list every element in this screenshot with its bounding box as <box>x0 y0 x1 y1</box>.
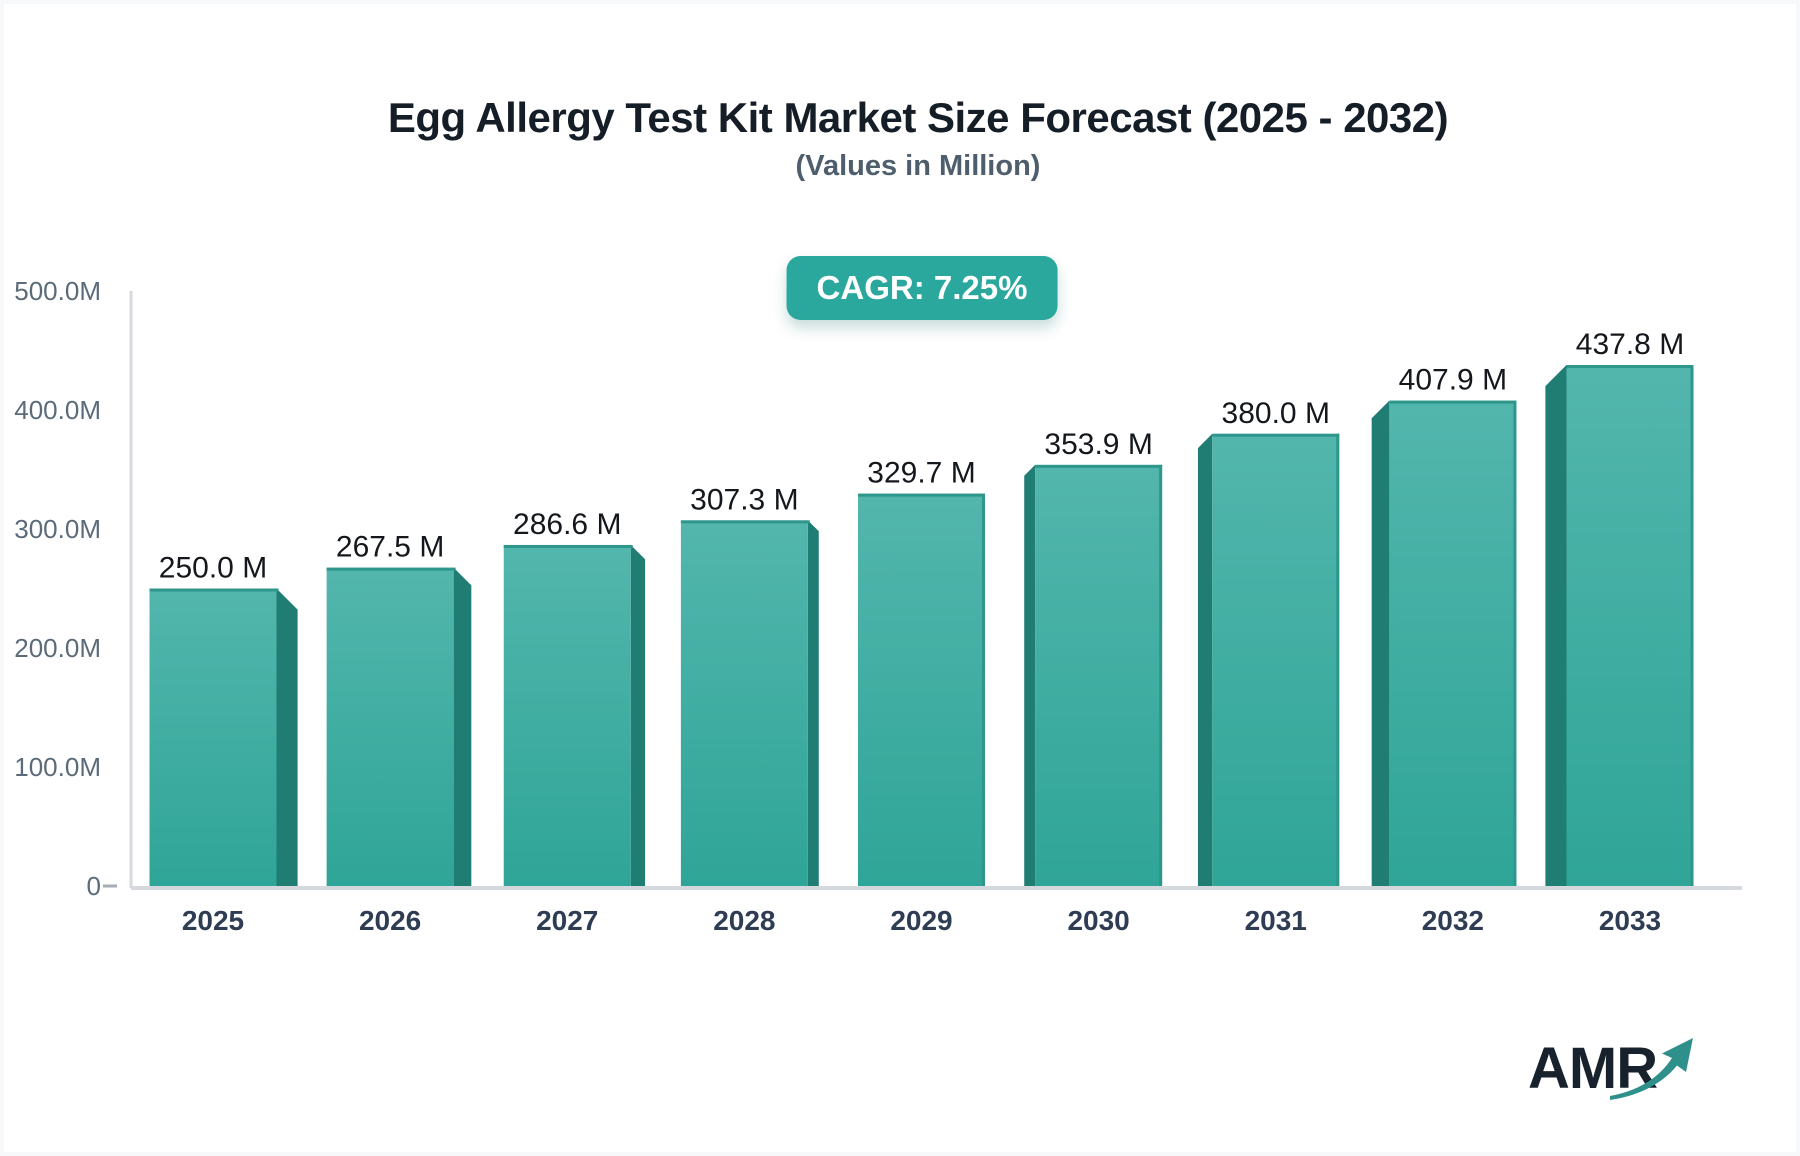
cagr-badge: CAGR: 7.25% <box>786 256 1058 320</box>
bar-side-2028 <box>807 520 819 886</box>
x-tick-label-2025: 2025 <box>182 905 244 936</box>
y-tick-label: 300.0M <box>14 514 101 544</box>
bar-value-label-2025: 250.0 M <box>159 552 267 585</box>
bar-value-label-2032: 407.9 M <box>1399 364 1507 397</box>
x-tick-label-2026: 2026 <box>359 905 421 936</box>
bar-side-2027 <box>630 544 646 886</box>
bar-side-2026 <box>453 567 472 886</box>
bar-side-2032 <box>1371 400 1390 886</box>
bar-side-2033 <box>1545 365 1567 886</box>
bar-2028 <box>680 520 808 886</box>
bar-value-label-2029: 329.7 M <box>867 457 975 490</box>
x-tick-label-2031: 2031 <box>1245 905 1307 936</box>
bar-side-2025 <box>276 588 298 886</box>
bar-side-2030 <box>1024 464 1036 886</box>
bar-value-label-2027: 286.6 M <box>513 508 621 541</box>
amr-logo: AMR <box>1528 1036 1693 1101</box>
bar-2032 <box>1389 400 1517 886</box>
page-title: Egg Allergy Test Kit Market Size Forecas… <box>387 94 1449 141</box>
y-tick-label: 400.0M <box>14 395 101 425</box>
chart-subtitle: (Values in Million) <box>795 150 1041 182</box>
bar-value-label-2028: 307.3 M <box>690 483 798 516</box>
y-tick-label: 200.0M <box>14 633 101 663</box>
x-tick-label-2033: 2033 <box>1599 905 1661 936</box>
y-tick-label: 0 <box>87 871 101 901</box>
bar-2026 <box>326 567 454 886</box>
bar-side-2031 <box>1197 433 1213 886</box>
y-tick-label: 500.0M <box>14 276 101 306</box>
bar-2033 <box>1566 365 1694 886</box>
bar-value-label-2026: 267.5 M <box>336 531 444 564</box>
bar-2027 <box>503 544 631 886</box>
bar-value-label-2031: 380.0 M <box>1222 397 1330 430</box>
y-tick-label: 100.0M <box>14 752 101 782</box>
bar-2025 <box>149 588 277 886</box>
x-tick-label-2028: 2028 <box>713 905 775 936</box>
x-tick-label-2027: 2027 <box>536 905 598 936</box>
bar-value-label-2033: 437.8 M <box>1576 328 1684 361</box>
x-tick-label-2029: 2029 <box>890 905 952 936</box>
bar-2030 <box>1035 464 1163 886</box>
growth-arrow-icon <box>1610 1038 1693 1100</box>
x-tick-label-2032: 2032 <box>1422 905 1484 936</box>
bar-value-label-2030: 353.9 M <box>1044 428 1152 461</box>
bar-2029 <box>858 493 985 886</box>
x-tick-label-2030: 2030 <box>1067 905 1129 936</box>
bar-2031 <box>1212 433 1340 886</box>
